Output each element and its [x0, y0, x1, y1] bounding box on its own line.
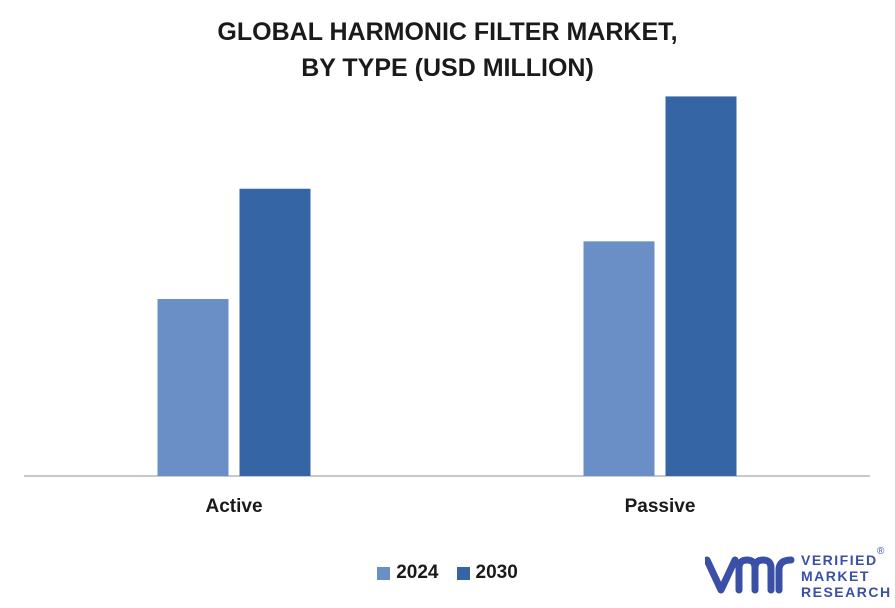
vmr-logo-text: VERIFIED MARKET RESEARCH [801, 552, 892, 600]
chart-legend: 2024 2030 [0, 562, 895, 584]
vmr-logo-icon [703, 556, 795, 594]
vmr-logo: VERIFIED MARKET RESEARCH ® [703, 546, 892, 604]
x-tick-label-active: Active [205, 496, 262, 517]
legend-item-2024: 2024 [377, 562, 439, 584]
chart-title-line-2: BY TYPE (USD MILLION) [301, 54, 594, 82]
vmr-logo-line-1: VERIFIED [801, 552, 878, 568]
bar-active-2030 [239, 188, 311, 477]
chart-title-line-1: GLOBAL HARMONIC FILTER MARKET, [217, 18, 678, 46]
legend-label-2024: 2024 [396, 562, 439, 583]
vmr-logo-line-3: RESEARCH [801, 584, 892, 600]
bar-active-2024 [157, 299, 229, 476]
bar-passive-2024 [583, 241, 655, 476]
x-tick-label-passive: Passive [625, 496, 696, 517]
chart-title: GLOBAL HARMONIC FILTER MARKET, BY TYPE (… [0, 14, 895, 86]
registered-mark: ® [877, 546, 885, 557]
bar-passive-2030 [665, 96, 737, 477]
legend-swatch-2024 [377, 566, 391, 580]
legend-swatch-2030 [456, 566, 470, 580]
vmr-logo-line-2: MARKET [801, 568, 870, 584]
legend-item-2030: 2030 [456, 562, 518, 584]
legend-label-2030: 2030 [475, 562, 518, 583]
